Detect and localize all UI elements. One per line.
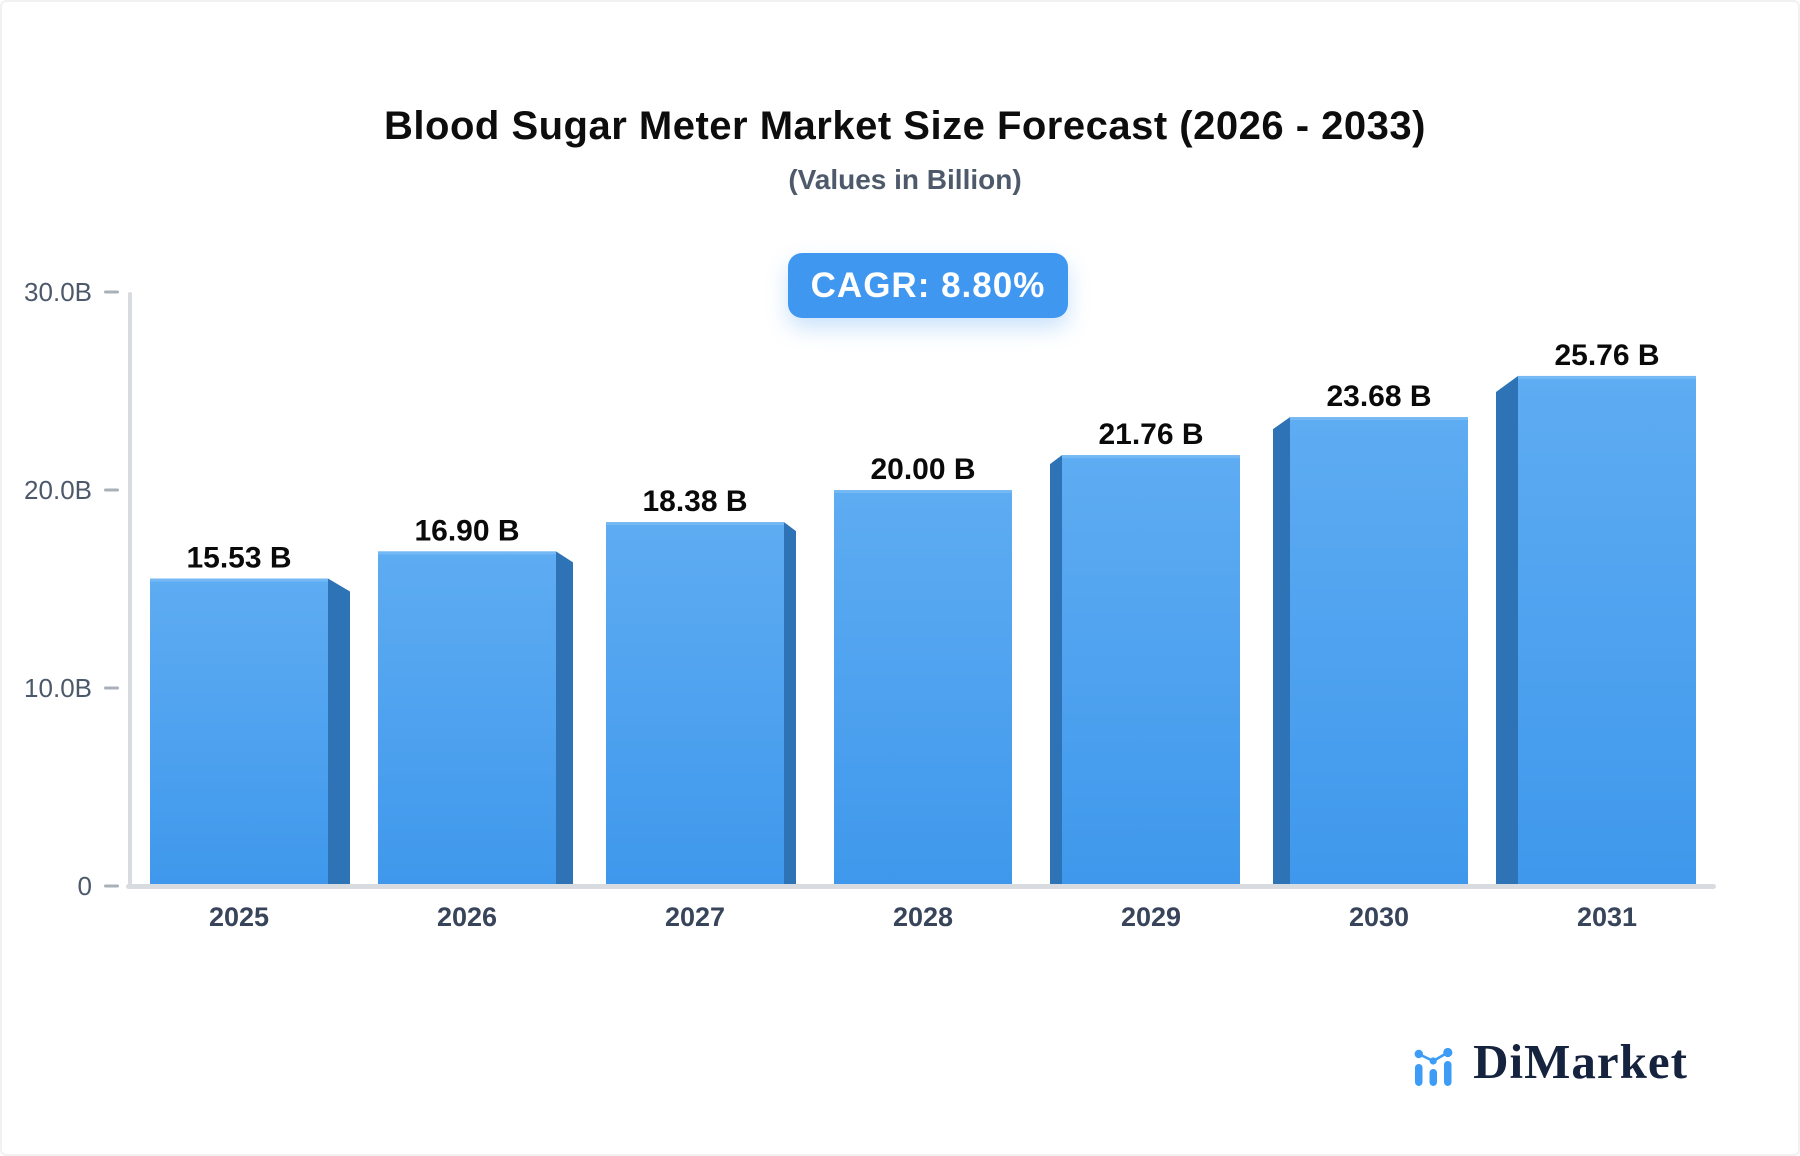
bar-value-label-2025: 15.53 B [186,542,291,575]
bar-value-label-2027: 18.38 B [642,485,747,518]
bar-side-2027 [784,522,796,886]
bar-side-2026 [556,551,573,886]
bar-value-label-2031: 25.76 B [1554,339,1659,372]
bar-2025 [150,578,328,886]
y-axis-label-10.0B: 10.0B [24,673,92,703]
bar-top-edge-2027 [606,522,784,526]
y-axis-label-0: 0 [78,871,92,901]
chart-subtitle: (Values in Billion) [788,164,1022,195]
bar-value-label-2028: 20.00 B [870,453,975,486]
x-axis-label-2028: 2028 [893,902,953,932]
bar-top-edge-2026 [378,551,556,555]
y-axis-line [128,292,132,886]
bar-side-2025 [328,578,350,886]
bar-value-label-2029: 21.76 B [1098,418,1203,451]
y-tick-0 [104,884,119,888]
bar-side-2029 [1050,455,1062,886]
x-axis-label-2031: 2031 [1577,902,1637,932]
bar-2028 [834,490,1012,886]
bar-2026 [378,551,556,886]
bar-value-label-2030: 23.68 B [1326,380,1431,413]
x-axis-label-2026: 2026 [437,902,497,932]
cagr-badge: CAGR: 8.80% [788,253,1068,318]
bar-top-edge-2025 [150,578,328,582]
bar-2030 [1290,417,1468,886]
y-tick-20.0B [104,488,119,492]
bar-top-edge-2028 [834,490,1012,493]
bar-2031 [1518,375,1696,886]
chart-title: Blood Sugar Meter Market Size Forecast (… [384,104,1426,148]
bar-value-label-2026: 16.90 B [414,514,519,547]
y-tick-10.0B [104,686,119,690]
x-axis-label-2029: 2029 [1121,902,1181,932]
y-axis-label-20.0B: 20.0B [24,475,92,505]
y-tick-30.0B [104,290,119,294]
bar-2029 [1062,455,1240,886]
y-axis-label-30.0B: 30.0B [24,277,92,307]
bar-chart-logo-icon [1414,1047,1453,1086]
bar-top-edge-2031 [1518,375,1696,379]
bar-top-edge-2030 [1290,417,1468,421]
brand-logo: DiMarket [1411,1036,1688,1088]
cagr-badge-label: CAGR: 8.80% [810,265,1046,305]
brand-logo-text: DiMarket [1473,1034,1688,1089]
bar-top-edge-2029 [1062,455,1240,459]
bar-2027 [606,522,784,886]
x-axis-line [126,884,1716,889]
x-axis-label-2030: 2030 [1349,902,1409,932]
x-axis-label-2027: 2027 [665,902,725,932]
bar-side-2031 [1496,375,1518,886]
x-axis-label-2025: 2025 [209,902,269,932]
bar-side-2030 [1273,417,1290,886]
